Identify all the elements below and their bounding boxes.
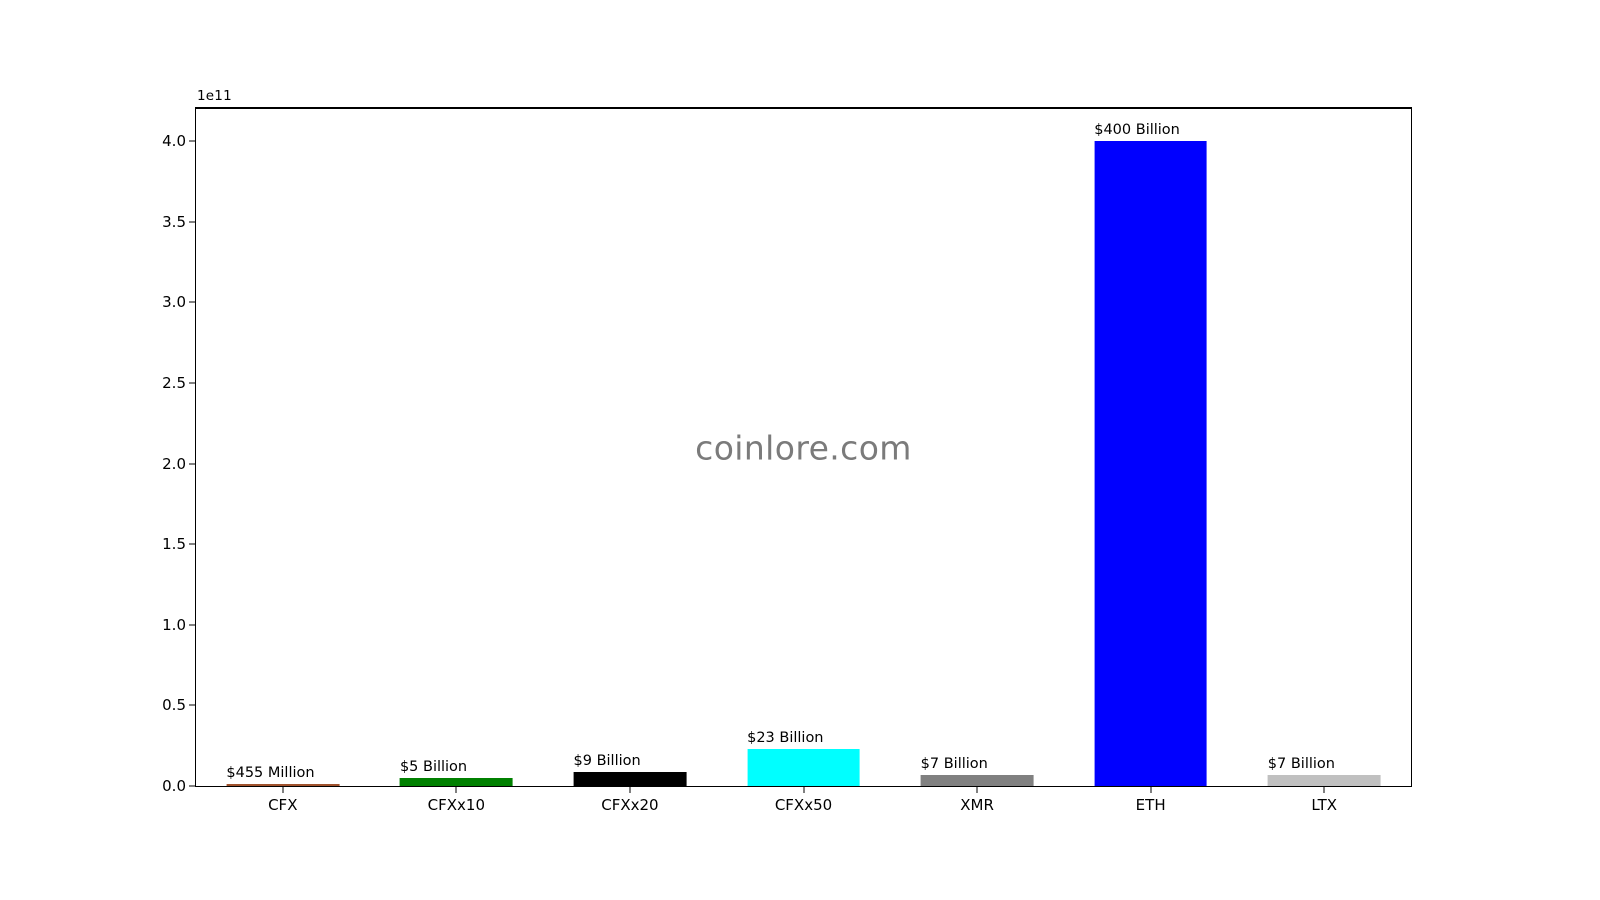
y-axis-offset-label: 1e11 bbox=[197, 88, 232, 104]
y-tick-label: 1.5 bbox=[162, 535, 186, 554]
y-tick-mark bbox=[189, 624, 196, 626]
bar-xmr[interactable]: $7 Billion bbox=[920, 756, 1034, 786]
x-tick-label: LTX bbox=[1311, 796, 1338, 814]
y-tick-label: 3.5 bbox=[162, 212, 186, 231]
bar-value-label: $400 Billion bbox=[1094, 122, 1180, 139]
y-tick-mark bbox=[189, 543, 196, 545]
y-tick-label: 1.0 bbox=[162, 615, 186, 634]
bar-value-label: $7 Billion bbox=[920, 755, 988, 772]
y-tick-mark bbox=[189, 704, 196, 706]
bar-ltx[interactable]: $7 Billion bbox=[1267, 756, 1381, 786]
bar-value-label: $7 Billion bbox=[1267, 755, 1335, 772]
y-tick-label: 2.5 bbox=[162, 374, 186, 393]
plot-area: coinlore.com 0.0 0.5 1.0 1.5 2.0 2.5 3.0 3.5 4.0… bbox=[162, 107, 1412, 814]
watermark-text: coinlore.com bbox=[695, 428, 912, 467]
y-tick-label: 2.0 bbox=[162, 454, 186, 473]
y-tick-label: 3.0 bbox=[162, 293, 186, 312]
bar-value-label: $23 Billion bbox=[747, 730, 824, 746]
y-tick-label: 4.0 bbox=[162, 132, 186, 151]
x-tick-mark bbox=[455, 786, 457, 793]
bar-value-label: $455 Million bbox=[226, 765, 315, 782]
x-tick-label: ETH bbox=[1135, 796, 1166, 814]
bar-cfxx50[interactable]: $23 Billion bbox=[747, 730, 860, 786]
x-tick-label: CFXx20 bbox=[601, 796, 659, 814]
y-tick-mark bbox=[189, 382, 196, 384]
x-tick-label: CFXx50 bbox=[774, 796, 833, 814]
bar-cfxx10[interactable]: $5 Billion bbox=[399, 759, 513, 786]
bar-eth[interactable]: $400 Billion bbox=[1094, 122, 1208, 786]
y-tick-mark bbox=[189, 301, 196, 303]
bar-value-label: $5 Billion bbox=[399, 759, 468, 776]
x-tick-label: XMR bbox=[960, 796, 994, 814]
x-tick-mark bbox=[629, 786, 631, 793]
x-tick-label: CFXx10 bbox=[427, 796, 486, 814]
y-tick-mark bbox=[189, 463, 196, 465]
y-tick-mark bbox=[189, 140, 196, 142]
y-tick-label: 0.5 bbox=[162, 696, 186, 715]
y-tick-mark bbox=[189, 785, 196, 787]
x-tick-mark bbox=[1323, 786, 1325, 793]
bar-value-label: $9 Billion bbox=[573, 752, 641, 769]
x-tick-mark bbox=[803, 786, 804, 793]
x-tick-label: CFX bbox=[268, 796, 298, 814]
x-tick-mark bbox=[282, 786, 284, 793]
y-tick-mark bbox=[189, 221, 196, 223]
bar-cfxx20[interactable]: $9 Billion bbox=[573, 753, 687, 786]
bar-cfx[interactable]: $455 Million bbox=[226, 766, 340, 786]
x-tick-mark bbox=[1150, 786, 1152, 793]
x-tick-mark bbox=[976, 786, 978, 793]
y-tick-label: 0.0 bbox=[162, 777, 186, 795]
